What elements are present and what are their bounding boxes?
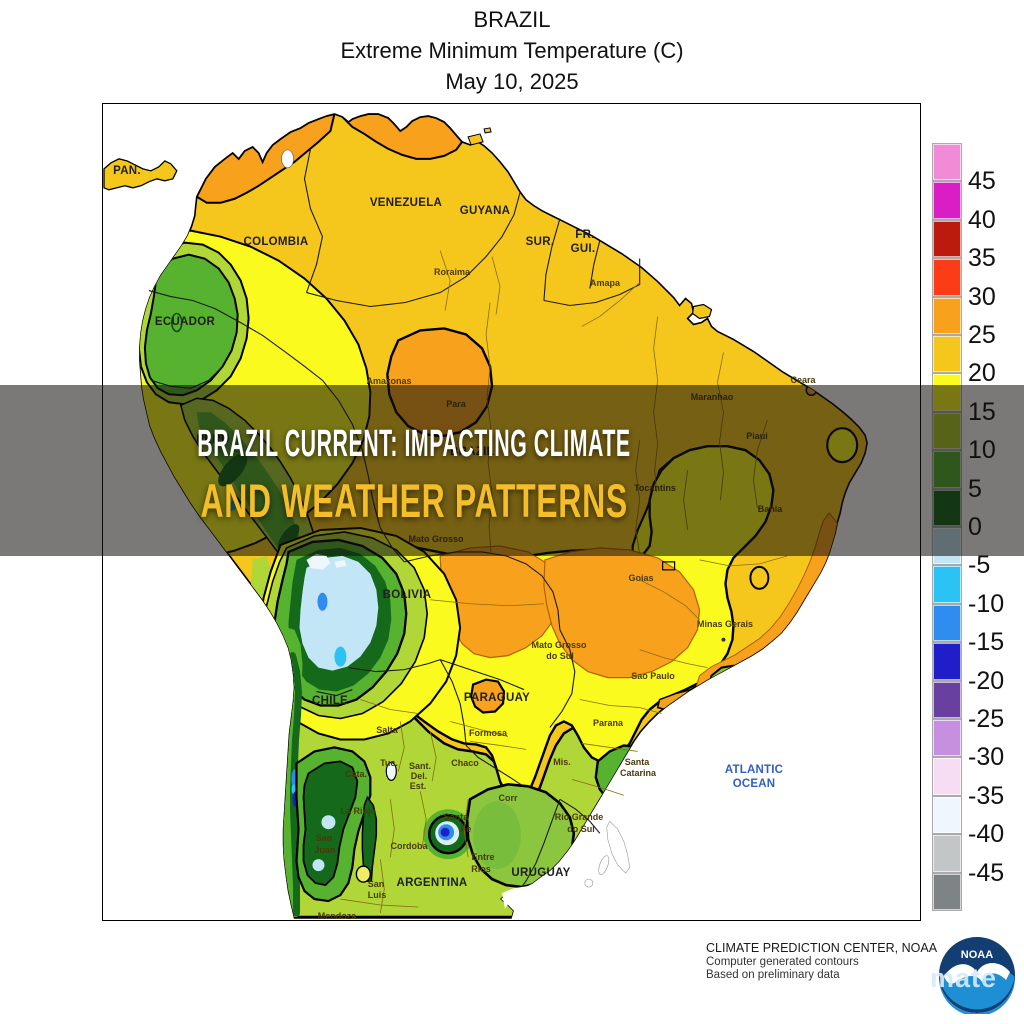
legend-swatch xyxy=(932,680,962,719)
attribution-source: CLIMATE PREDICTION CENTER, NOAA xyxy=(706,941,938,955)
map-title-block: BRAZIL Extreme Minimum Temperature (C) M… xyxy=(0,4,1024,97)
noaa-logo-text: NOAA xyxy=(961,949,993,961)
trinidad-island xyxy=(467,133,484,146)
legend-tick-label: -40 xyxy=(968,820,1005,849)
headline-text-block: BRAZIL CURRENT: IMPACTING CLIMATE AND WE… xyxy=(0,385,828,556)
tobago-island xyxy=(483,127,492,134)
legend-swatch xyxy=(932,719,962,758)
legend-swatch xyxy=(932,565,962,604)
headline-line1: BRAZIL CURRENT: IMPACTING CLIMATE xyxy=(197,423,631,465)
legend-tick-label: -15 xyxy=(968,628,1005,657)
legend-tick-label: 20 xyxy=(968,359,996,388)
title-date: May 10, 2025 xyxy=(445,69,579,94)
legend-swatch xyxy=(932,181,962,220)
legend-swatch xyxy=(932,795,962,835)
legend-swatch xyxy=(932,642,962,681)
attribution-note2: Based on preliminary data xyxy=(706,969,840,981)
legend-tick-label: 35 xyxy=(968,244,996,273)
legend-tick-label: -25 xyxy=(968,705,1005,733)
legend-swatch xyxy=(932,872,962,911)
headline-line2: AND WEATHER PATTERNS xyxy=(200,474,628,527)
lakes-lagoons xyxy=(281,149,631,910)
attribution-block: CLIMATE PREDICTION CENTER, NOAA Computer… xyxy=(706,941,937,982)
legend-swatch xyxy=(932,219,962,259)
legend-tick-label: -35 xyxy=(968,781,1005,810)
legend-tick-label: -20 xyxy=(968,666,1005,695)
legend-tick-label: -45 xyxy=(968,858,1005,887)
legend-swatch xyxy=(932,296,962,335)
legend-tick-label: 25 xyxy=(968,321,996,349)
legend-tick-label: -10 xyxy=(968,589,1005,618)
legend-tick-label: 30 xyxy=(968,282,996,311)
panama-isthmus xyxy=(103,158,178,191)
title-variable: Extreme Minimum Temperature (C) xyxy=(340,38,684,63)
noaa-gull-icon xyxy=(944,963,1010,984)
legend-swatch xyxy=(932,603,962,643)
legend-tick-label: -30 xyxy=(968,743,1005,772)
legend-swatch xyxy=(932,834,962,873)
legend-swatch xyxy=(932,258,962,297)
state-borders xyxy=(340,250,788,914)
legend-swatch xyxy=(932,143,962,182)
legend-swatch xyxy=(932,335,962,374)
headline-banner-overlay: BRAZIL CURRENT: IMPACTING CLIMATE AND WE… xyxy=(0,385,1024,556)
attribution-note1: Computer generated contours xyxy=(706,956,859,968)
noaa-logo: NOAA xyxy=(939,937,1015,1014)
legend-tick-label: 40 xyxy=(968,205,996,234)
legend-swatch xyxy=(932,757,962,796)
legend-tick-label: 45 xyxy=(968,167,996,196)
legend-tick-label: -5 xyxy=(968,551,991,580)
marajo-island xyxy=(691,303,713,320)
title-country: BRAZIL xyxy=(473,7,551,32)
watermark-text: mate xyxy=(930,963,998,993)
